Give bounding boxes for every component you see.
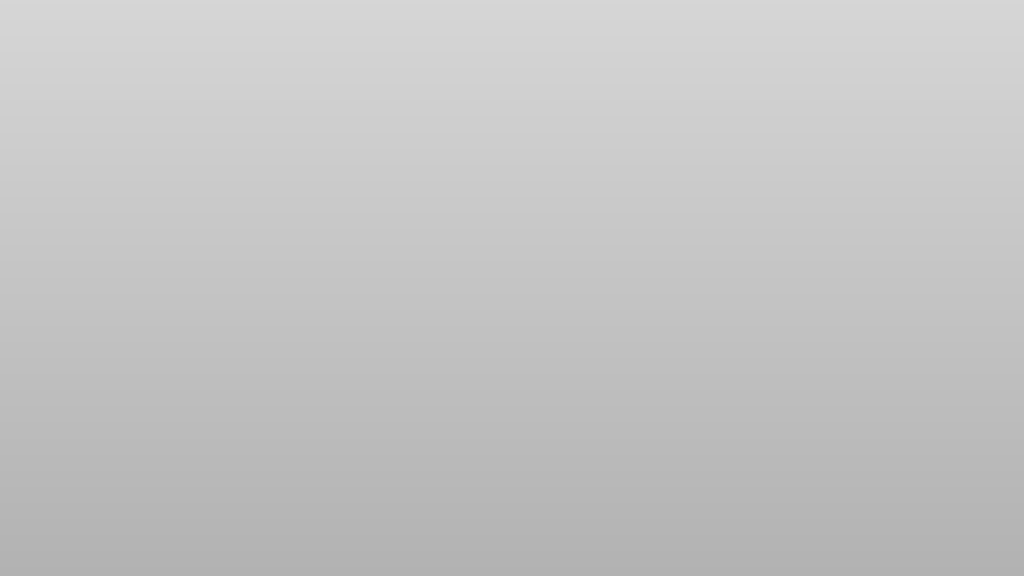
Text: +: +: [941, 275, 958, 294]
Text: +: +: [941, 196, 958, 215]
Text: $\pi(R-x)^2\sigma$: $\pi(R-x)^2\sigma$: [184, 11, 305, 41]
Text: Capacitors: Capacitors: [30, 511, 179, 535]
Text: 44.: 44.: [30, 194, 66, 216]
Text: (A) charge on the outer surface of shell B is zero: (A) charge on the outer surface of shell…: [95, 266, 644, 288]
Text: while B is earthed as show in the fig.: while B is earthed as show in the fig.: [95, 221, 512, 243]
Text: (C) the field inside A and outside B is zero: (C) the field inside A and outside B is …: [95, 318, 571, 340]
Text: A and B are two concentric spherical shells, If A is given a charge +q: A and B are two concentric spherical she…: [95, 194, 879, 216]
Text: $\varepsilon_0$: $\varepsilon_0$: [199, 11, 221, 33]
Text: $\varepsilon_0$: $\varepsilon_0$: [233, 68, 256, 90]
Text: (B) the charge on B is equal and opposite to that of A: (B) the charge on B is equal and opposit…: [95, 293, 696, 315]
Text: $\varepsilon_0$: $\varepsilon_0$: [709, 68, 731, 90]
Text: $\pi(R^2-x^2)\sigma$: $\pi(R^2-x^2)\sigma$: [652, 11, 787, 41]
Text: (D): (D): [560, 51, 597, 74]
Text: (D) all the above: (D) all the above: [95, 344, 283, 366]
Text: +: +: [941, 237, 958, 256]
Text: (C): (C): [100, 46, 136, 69]
Text: Earthing of conductors: Earthing of conductors: [30, 146, 354, 170]
